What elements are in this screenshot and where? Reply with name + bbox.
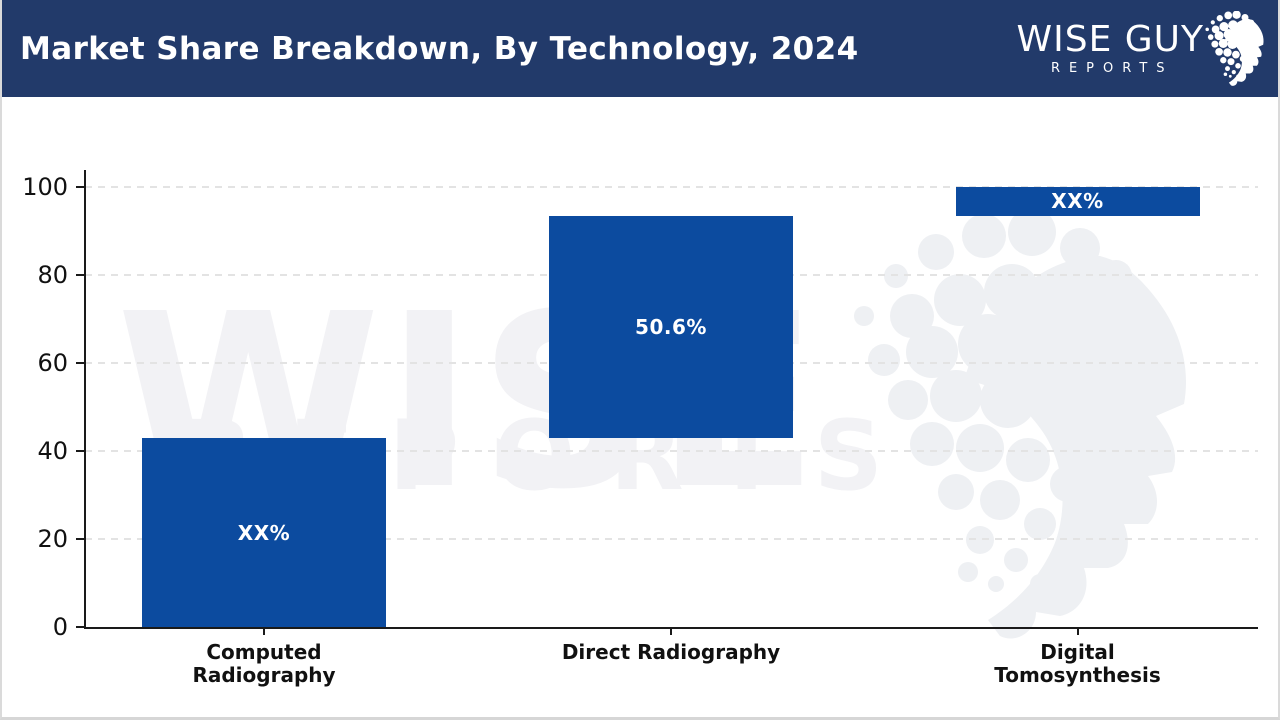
y-axis-tick-label: 0: [52, 613, 68, 641]
brand-text: WISE GUY REPORTS: [1016, 19, 1205, 77]
y-axis-tick-label: 20: [37, 524, 68, 553]
header-banner: Market Share Breakdown, By Technology, 2…: [0, 0, 1280, 97]
bar-2: 50.6%: [549, 215, 793, 439]
y-axis-tick-mark: [76, 273, 84, 276]
y-axis-tick-label: 40: [37, 436, 68, 465]
y-axis-tick-label: 60: [37, 348, 68, 377]
x-axis-tick-mark: [263, 629, 265, 635]
x-axis-tick-mark: [670, 629, 672, 635]
y-axis-tick-mark: [76, 537, 84, 540]
bar-value-label: XX%: [1051, 189, 1104, 214]
y-axis-tick-mark: [76, 449, 84, 452]
gridline-y-20: [85, 537, 1258, 540]
chart-title: Market Share Breakdown, By Technology, 2…: [20, 30, 859, 67]
x-axis-category-label: Direct Radiography: [561, 640, 781, 664]
bar-value-label: 50.6%: [635, 315, 707, 339]
y-axis-tick-label: 100: [22, 172, 68, 201]
brand-logo: WISE GUY REPORTS: [1017, 11, 1267, 87]
y-axis-tick-mark: [76, 626, 84, 628]
x-axis-category-label: Computed Radiography: [192, 640, 336, 687]
y-axis-line: [84, 170, 86, 629]
brand-face-icon: [1196, 11, 1266, 87]
x-axis-line: [84, 627, 1258, 629]
y-axis-tick-label: 80: [37, 260, 68, 289]
x-axis-category-label: Digital Tomosynthesis: [994, 640, 1161, 687]
gridline-y-40: [85, 449, 1258, 452]
x-axis-tick-mark: [1076, 629, 1079, 635]
bar-1: XX%: [142, 438, 386, 627]
y-axis-tick-mark: [76, 361, 84, 364]
brand-name: WISE GUY: [1016, 19, 1204, 60]
y-axis-tick-mark: [76, 185, 84, 188]
gridline-y-100: [85, 185, 1258, 188]
brand-subtitle: REPORTS: [1050, 61, 1174, 76]
bar-value-label: XX%: [237, 520, 291, 545]
bar-3: XX%: [955, 186, 1200, 216]
